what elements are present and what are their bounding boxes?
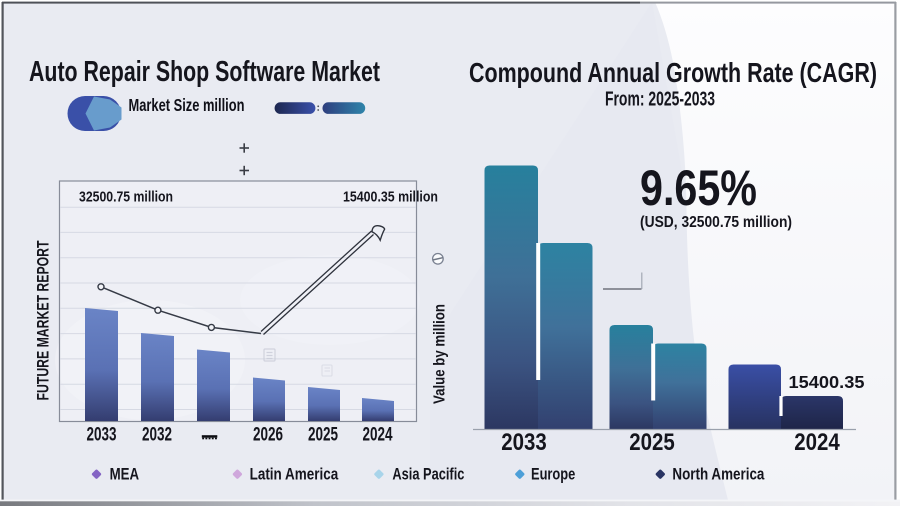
svg-text:2033: 2033 xyxy=(87,424,117,446)
svg-text:Auto Repair Shop Software Mark: Auto Repair Shop Software Market xyxy=(29,56,380,88)
svg-text:15400.35: 15400.35 xyxy=(789,372,865,392)
svg-text:2025: 2025 xyxy=(629,429,675,456)
svg-text:Market Size million: Market Size million xyxy=(129,95,245,115)
svg-text:Value by million: Value by million xyxy=(432,304,449,404)
svg-text:15400.35 million: 15400.35 million xyxy=(343,190,438,206)
svg-text:From: 2025-2033: From: 2025-2033 xyxy=(605,89,715,111)
svg-text:2026: 2026 xyxy=(253,424,283,446)
svg-text:2033: 2033 xyxy=(501,429,547,456)
svg-text:North America: North America xyxy=(672,465,764,484)
svg-text:Compound Annual Growth Rate (C: Compound Annual Growth Rate (CAGR) xyxy=(469,57,877,88)
svg-text:2032: 2032 xyxy=(142,424,172,446)
svg-text:2025: 2025 xyxy=(308,424,338,446)
svg-text:(USD, 32500.75 million): (USD, 32500.75 million) xyxy=(640,214,792,231)
svg-text:2024: 2024 xyxy=(363,424,393,446)
svg-text:32500.75 million: 32500.75 million xyxy=(79,190,173,206)
svg-text:MEA: MEA xyxy=(110,465,140,484)
svg-text:Latin America: Latin America xyxy=(250,465,339,484)
svg-text:2024: 2024 xyxy=(794,429,840,456)
svg-text:9.65%: 9.65% xyxy=(640,160,757,216)
svg-text:Asia Pacific: Asia Pacific xyxy=(392,465,464,484)
svg-text:FUTURE MARKET REPORT: FUTURE MARKET REPORT xyxy=(34,240,53,400)
svg-text:Europe: Europe xyxy=(531,465,575,484)
